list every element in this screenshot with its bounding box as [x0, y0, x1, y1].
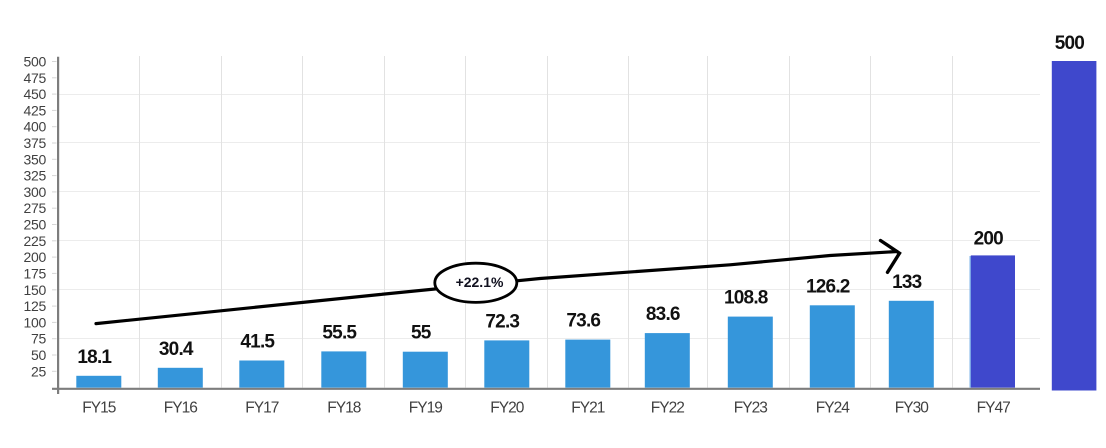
svg-text:55: 55: [411, 323, 432, 344]
svg-text:126.2: 126.2: [806, 276, 850, 297]
svg-text:450: 450: [24, 86, 47, 102]
svg-text:475: 475: [24, 70, 47, 86]
svg-text:50: 50: [31, 347, 46, 363]
svg-text:55.5: 55.5: [322, 322, 357, 343]
svg-text:FY21: FY21: [571, 400, 604, 417]
svg-text:325: 325: [24, 168, 47, 184]
svg-text:+22.1%: +22.1%: [456, 274, 504, 290]
svg-text:FY16: FY16: [164, 400, 197, 417]
svg-text:275: 275: [24, 200, 47, 216]
svg-text:250: 250: [24, 217, 47, 233]
svg-text:FY18: FY18: [327, 400, 360, 417]
svg-text:375: 375: [24, 135, 47, 151]
svg-text:FY20: FY20: [490, 400, 524, 417]
svg-text:108.8: 108.8: [724, 288, 768, 309]
svg-text:FY17: FY17: [245, 400, 278, 417]
svg-text:225: 225: [24, 233, 47, 249]
svg-text:30.4: 30.4: [159, 339, 194, 360]
svg-text:25: 25: [31, 363, 46, 379]
svg-text:400: 400: [24, 119, 47, 135]
svg-text:72.3: 72.3: [485, 311, 519, 332]
svg-text:41.5: 41.5: [240, 332, 275, 353]
svg-text:FY22: FY22: [651, 400, 684, 417]
svg-text:73.6: 73.6: [566, 311, 600, 332]
svg-text:200: 200: [24, 249, 47, 265]
svg-text:FY30: FY30: [895, 400, 929, 417]
svg-text:150: 150: [24, 282, 47, 298]
svg-text:FY47: FY47: [977, 400, 1010, 417]
svg-text:125: 125: [24, 298, 47, 314]
svg-text:175: 175: [24, 265, 47, 281]
svg-text:425: 425: [24, 102, 47, 118]
svg-text:300: 300: [24, 184, 47, 200]
svg-text:133: 133: [892, 272, 922, 293]
svg-text:350: 350: [24, 151, 47, 167]
svg-text:100: 100: [24, 314, 47, 330]
svg-text:FY24: FY24: [816, 400, 850, 417]
svg-text:18.1: 18.1: [77, 347, 112, 368]
svg-text:83.6: 83.6: [646, 304, 680, 325]
svg-text:FY23: FY23: [734, 400, 767, 417]
svg-text:500: 500: [24, 54, 47, 70]
svg-text:500: 500: [1055, 33, 1085, 54]
svg-text:75: 75: [31, 331, 46, 347]
svg-text:FY15: FY15: [82, 400, 115, 417]
svg-text:FY19: FY19: [409, 400, 442, 417]
svg-text:200: 200: [974, 228, 1004, 249]
